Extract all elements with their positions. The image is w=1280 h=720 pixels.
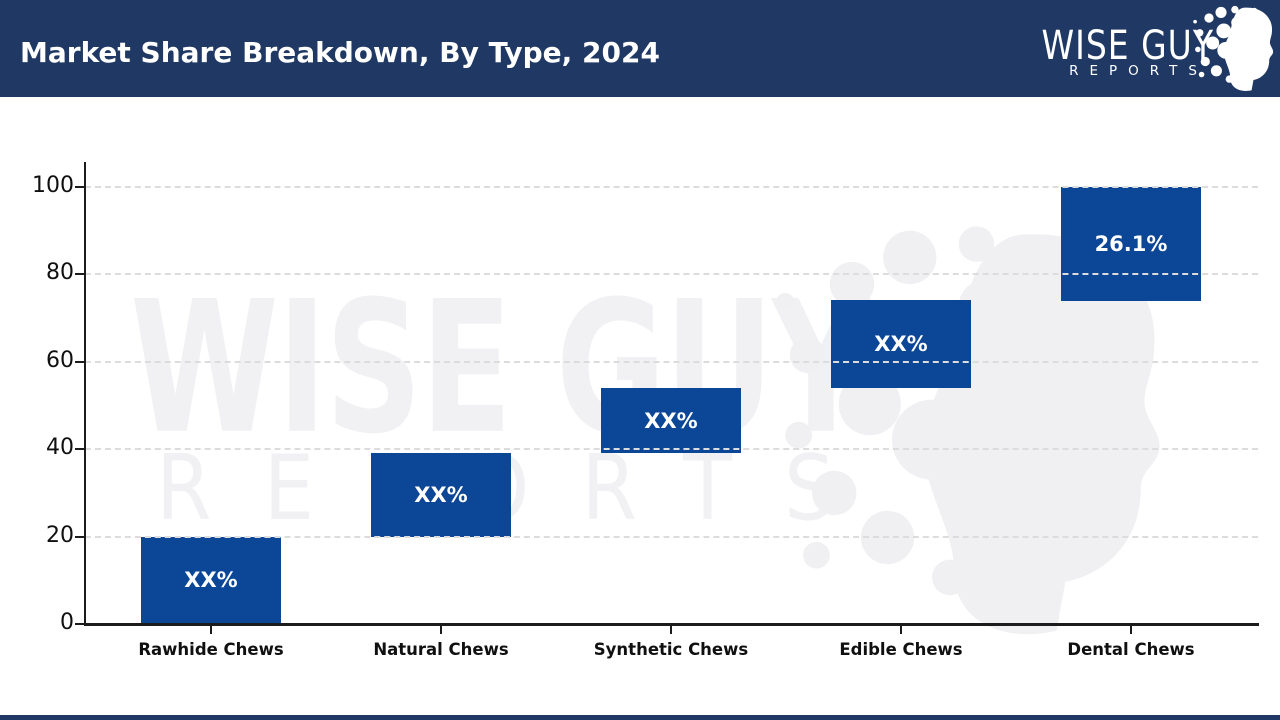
bar-dental-chews: 26.1% bbox=[1061, 186, 1201, 301]
y-tick-100 bbox=[75, 185, 84, 188]
y-tick-0 bbox=[75, 623, 84, 625]
x-tick-1 bbox=[440, 625, 442, 634]
gridline-20 bbox=[85, 535, 1258, 538]
brand-logo: WISE GUY REPORTS bbox=[990, 0, 1280, 97]
gridline-80 bbox=[85, 273, 1258, 275]
bar-value-label: XX% bbox=[184, 568, 238, 593]
footer-bar bbox=[0, 715, 1280, 720]
gridline-100 bbox=[85, 185, 1258, 188]
x-tick-label-4: Dental Chews bbox=[1067, 640, 1195, 659]
x-tick-2 bbox=[670, 625, 672, 634]
y-tick-label-100: 100 bbox=[32, 172, 74, 198]
x-tick-label-2: Synthetic Chews bbox=[593, 640, 749, 659]
header-bar: Market Share Breakdown, By Type, 2024 WI… bbox=[0, 0, 1280, 97]
y-tick-40 bbox=[75, 448, 84, 450]
brand-name: WISE GUY bbox=[1041, 21, 1214, 69]
logo-face-icon bbox=[1192, 5, 1276, 93]
page-title: Market Share Breakdown, By Type, 2024 bbox=[20, 36, 660, 69]
y-tick-20 bbox=[75, 535, 84, 538]
y-tick-60 bbox=[75, 360, 84, 363]
bar-value-label: XX% bbox=[874, 332, 928, 356]
brand-subtitle: REPORTS bbox=[1069, 63, 1208, 79]
bar-value-label: 26.1% bbox=[1094, 231, 1168, 256]
x-axis bbox=[84, 623, 1259, 626]
bar-value-label: XX% bbox=[644, 408, 698, 433]
bar-synthetic-chews: XX% bbox=[601, 387, 741, 454]
y-tick-label-60: 60 bbox=[46, 347, 74, 373]
y-tick-label-20: 20 bbox=[46, 522, 74, 548]
bar-natural-chews: XX% bbox=[371, 453, 511, 537]
watermark-wordmark: WISE GUY bbox=[130, 262, 870, 474]
gridline-60 bbox=[85, 360, 1258, 363]
y-tick-label-0: 0 bbox=[60, 610, 74, 635]
bar-rawhide-chews: XX% bbox=[141, 536, 281, 624]
bar-value-label: XX% bbox=[414, 482, 468, 507]
y-axis bbox=[84, 162, 86, 625]
x-tick-label-3: Edible Chews bbox=[839, 640, 963, 659]
gridline-40 bbox=[85, 448, 1258, 450]
x-tick-label-0: Rawhide Chews bbox=[138, 640, 284, 659]
y-tick-80 bbox=[75, 273, 84, 275]
x-tick-label-1: Natural Chews bbox=[373, 640, 509, 659]
x-tick-0 bbox=[210, 625, 212, 634]
x-tick-4 bbox=[1130, 625, 1132, 634]
y-tick-label-40: 40 bbox=[46, 435, 74, 460]
bar-edible-chews: XX% bbox=[831, 300, 971, 388]
x-tick-3 bbox=[900, 625, 902, 634]
y-tick-label-80: 80 bbox=[46, 260, 74, 285]
